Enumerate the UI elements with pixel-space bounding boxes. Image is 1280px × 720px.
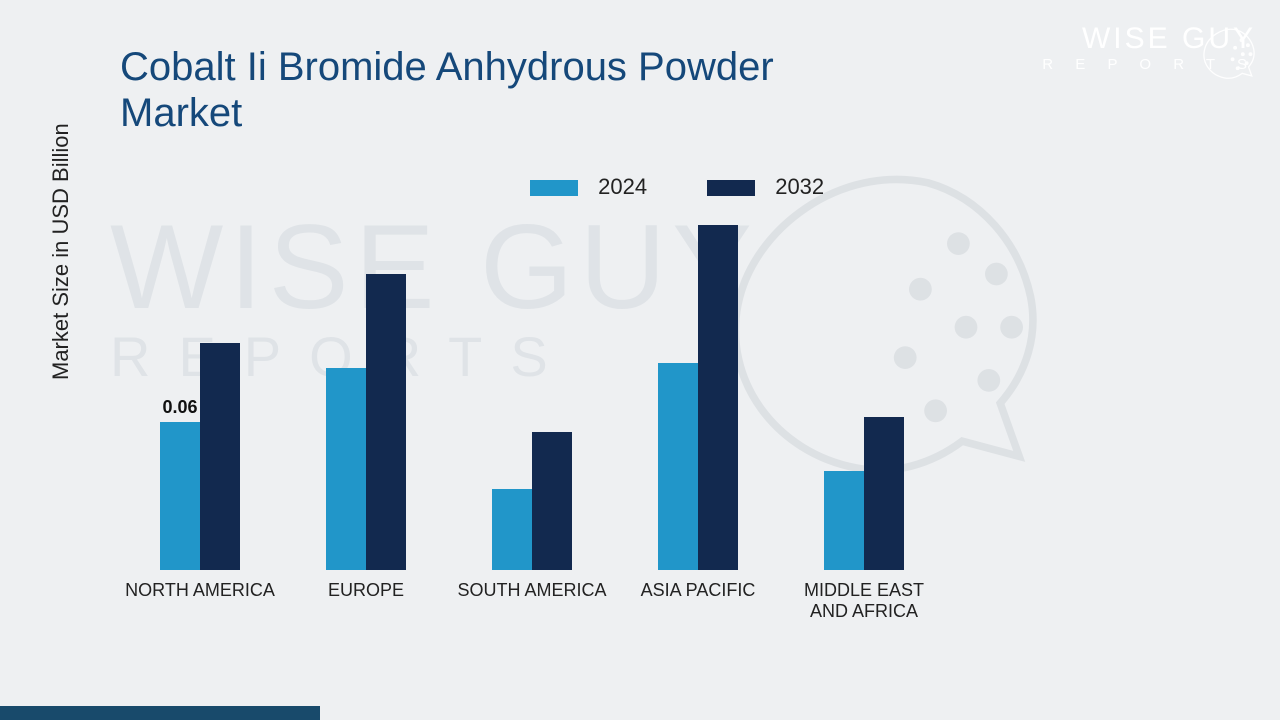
bar-2032	[532, 432, 572, 570]
bar-2032	[698, 225, 738, 570]
bar-2024: 0.06	[160, 422, 200, 570]
category-label: NORTH AMERICA	[120, 570, 280, 601]
legend-swatch-2024	[530, 180, 578, 196]
bar-2024	[492, 489, 532, 570]
legend-swatch-2032	[707, 180, 755, 196]
bar-2024	[326, 368, 366, 570]
brand-head-icon	[1198, 26, 1262, 90]
category-label: MIDDLE EAST AND AFRICA	[784, 570, 944, 621]
category-label: EUROPE	[286, 570, 446, 601]
plot-area: 0.06NORTH AMERICAEUROPESOUTH AMERICAASIA…	[120, 200, 940, 570]
bar-2032	[864, 417, 904, 570]
legend-item-2032: 2032	[707, 174, 824, 200]
bar-2024	[824, 471, 864, 570]
legend-label-2032: 2032	[775, 174, 824, 199]
bar-2032	[366, 274, 406, 570]
y-axis-label: Market Size in USD Billion	[48, 123, 74, 380]
legend-label-2024: 2024	[598, 174, 647, 199]
legend: 2024 2032	[530, 174, 824, 200]
category-label: SOUTH AMERICA	[452, 570, 612, 601]
bar-value-label: 0.06	[160, 397, 200, 422]
bottom-accent-bar	[0, 706, 320, 720]
brand-logo: WISE GUY R E P O R T S	[1042, 22, 1256, 73]
chart-canvas: WISE GUY R E P O R T S WISE GUY REPORTS …	[0, 0, 1280, 720]
category-label: ASIA PACIFIC	[618, 570, 778, 601]
bar-2032	[200, 343, 240, 570]
chart-title: Cobalt Ii Bromide Anhydrous Powder Marke…	[120, 44, 880, 136]
bar-2024	[658, 363, 698, 570]
legend-item-2024: 2024	[530, 174, 647, 200]
